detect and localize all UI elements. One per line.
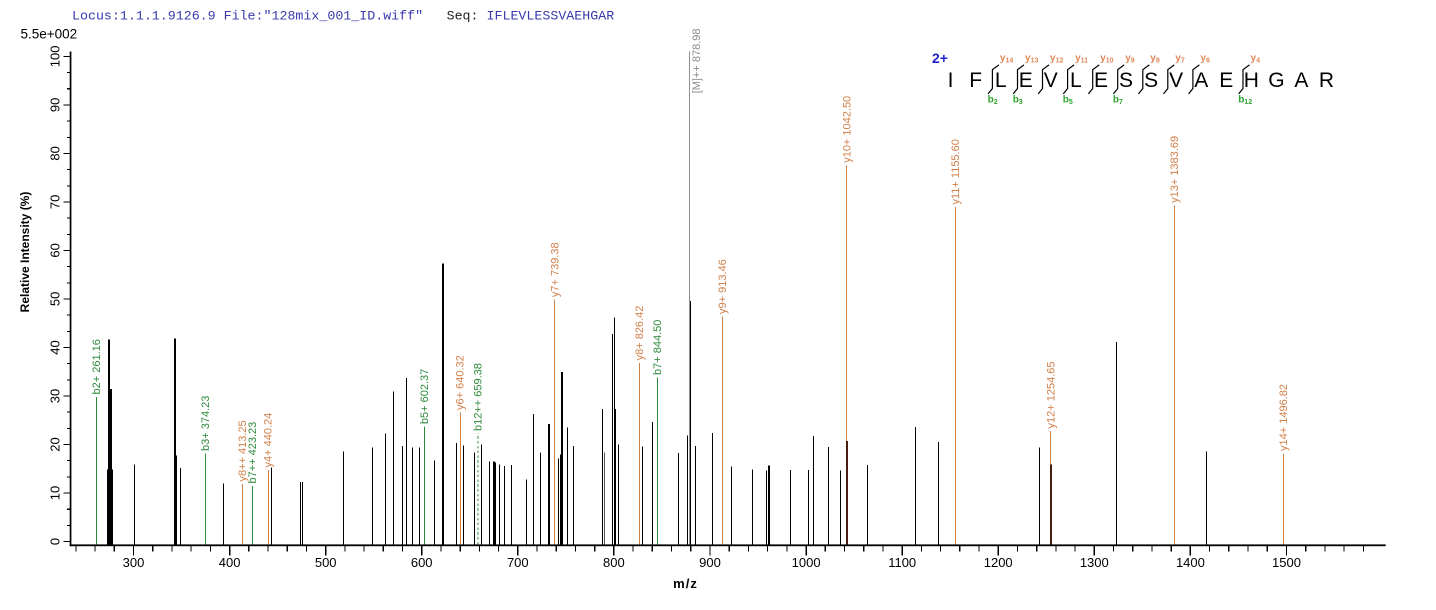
svg-text:y6+ 640.32: y6+ 640.32	[455, 355, 467, 410]
svg-text:[M]++ 878.98: [M]++ 878.98	[691, 28, 703, 93]
svg-text:y8+ 826.42: y8+ 826.42	[634, 306, 646, 361]
svg-text:y14+ 1496.82: y14+ 1496.82	[1278, 384, 1290, 451]
svg-text:y9: y9	[1125, 53, 1135, 65]
svg-text:y11+ 1155.60: y11+ 1155.60	[950, 139, 962, 204]
svg-text:b7: b7	[1113, 95, 1123, 107]
svg-text:y10: y10	[1100, 53, 1113, 65]
svg-text:b3+ 374.23: b3+ 374.23	[200, 396, 212, 451]
svg-text:E: E	[1094, 69, 1108, 92]
svg-text:2+: 2+	[932, 50, 948, 66]
svg-text:L: L	[995, 69, 1007, 92]
svg-text:90: 90	[48, 98, 63, 112]
svg-text:800: 800	[603, 555, 625, 570]
svg-text:20: 20	[48, 437, 63, 451]
svg-text:y8: y8	[1150, 53, 1160, 65]
svg-text:L: L	[1070, 69, 1082, 92]
svg-text:y12: y12	[1050, 53, 1063, 65]
svg-text:5.5e+002: 5.5e+002	[21, 27, 78, 42]
svg-text:Seq:: Seq:	[447, 9, 479, 24]
svg-text:A: A	[1194, 69, 1208, 92]
svg-text:y7+ 739.38: y7+ 739.38	[549, 242, 561, 297]
svg-text:y9+ 913.46: y9+ 913.46	[717, 259, 729, 314]
svg-text:y10+ 1042.50: y10+ 1042.50	[841, 96, 853, 163]
svg-text:400: 400	[219, 555, 241, 570]
svg-text:V: V	[1169, 69, 1183, 92]
svg-text:y4+ 440.24: y4+ 440.24	[263, 413, 275, 468]
svg-text:E: E	[1219, 69, 1233, 92]
svg-text:b12++ 659.38: b12++ 659.38	[473, 363, 485, 431]
svg-text:y11: y11	[1075, 53, 1088, 65]
svg-text:b5: b5	[1063, 95, 1073, 107]
svg-text:0: 0	[48, 538, 63, 545]
svg-text:R: R	[1319, 69, 1334, 92]
svg-text:A: A	[1294, 69, 1308, 92]
svg-text:y13: y13	[1025, 53, 1038, 65]
svg-text:10: 10	[48, 486, 63, 500]
svg-text:100: 100	[48, 46, 63, 68]
svg-text:30: 30	[48, 389, 63, 403]
svg-text:IFLEVLESSVAEHGAR: IFLEVLESSVAEHGAR	[487, 9, 615, 24]
svg-text:b2: b2	[988, 95, 998, 107]
svg-text:60: 60	[48, 243, 63, 257]
svg-text:E: E	[1019, 69, 1033, 92]
svg-text:y6: y6	[1200, 53, 1210, 65]
svg-text:500: 500	[315, 555, 337, 570]
svg-text:1100: 1100	[888, 555, 916, 570]
svg-text:900: 900	[699, 555, 721, 570]
svg-text:b7+ 844.50: b7+ 844.50	[652, 320, 664, 375]
svg-text:b12: b12	[1238, 95, 1252, 107]
svg-text:I: I	[948, 69, 954, 92]
svg-text:1000: 1000	[792, 555, 821, 570]
svg-text:600: 600	[411, 555, 433, 570]
svg-text:50: 50	[48, 292, 63, 306]
svg-text:1200: 1200	[984, 555, 1013, 570]
svg-text:y7: y7	[1175, 53, 1185, 65]
svg-text:b3: b3	[1013, 95, 1023, 107]
svg-text:300: 300	[123, 555, 145, 570]
svg-text:y4: y4	[1251, 53, 1261, 65]
svg-text:y8++ 413.25: y8++ 413.25	[237, 420, 249, 481]
svg-text:V: V	[1044, 69, 1058, 92]
svg-text:b2+ 261.16: b2+ 261.16	[91, 339, 103, 394]
svg-text:F: F	[969, 69, 982, 92]
svg-text:1400: 1400	[1176, 555, 1205, 570]
svg-text:S: S	[1119, 69, 1133, 92]
svg-text:Locus:1.1.1.9126.9 File:"128mi: Locus:1.1.1.9126.9 File:"128mix_001_ID.w…	[72, 9, 423, 24]
svg-text:S: S	[1144, 69, 1158, 92]
svg-text:G: G	[1268, 69, 1284, 92]
svg-text:70: 70	[48, 195, 63, 209]
svg-text:b5+ 602.37: b5+ 602.37	[419, 369, 431, 424]
svg-text:H: H	[1244, 69, 1259, 92]
svg-text:y12+ 1254.65: y12+ 1254.65	[1045, 362, 1057, 429]
svg-text:b7++ 423.23: b7++ 423.23	[247, 422, 259, 484]
svg-text:1500: 1500	[1272, 555, 1301, 570]
svg-text:y13+ 1383.69: y13+ 1383.69	[1169, 136, 1181, 203]
svg-text:80: 80	[48, 146, 63, 160]
svg-text:Relative Intensity (%): Relative Intensity (%)	[18, 192, 32, 313]
svg-text:y14: y14	[1000, 53, 1013, 65]
svg-text:700: 700	[507, 555, 529, 570]
svg-text:40: 40	[48, 340, 63, 354]
svg-text:m/z: m/z	[673, 576, 698, 591]
svg-text:1300: 1300	[1080, 555, 1109, 570]
